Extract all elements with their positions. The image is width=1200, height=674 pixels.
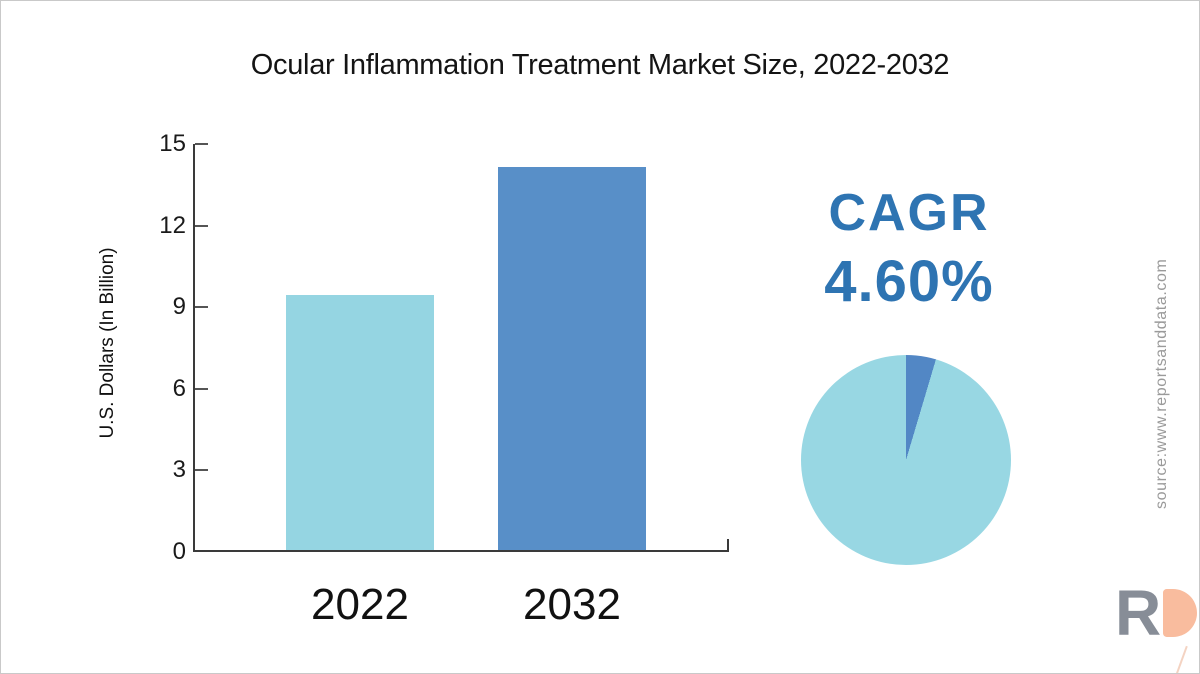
logo-letter-d-shape <box>1163 589 1198 637</box>
y-tick-mark <box>195 143 208 145</box>
source-attribution: source:www.reportsanddata.com <box>1153 258 1170 509</box>
cagr-value: 4.60% <box>824 249 994 314</box>
logo-letter-r: R <box>1115 577 1162 649</box>
x-category-label: 2032 <box>523 580 621 629</box>
x-category-label: 2022 <box>311 580 409 629</box>
cagr-pie-chart <box>801 355 1011 565</box>
y-tick-mark <box>195 469 208 472</box>
bar-2032 <box>498 167 646 551</box>
y-tick-label: 9 <box>172 293 186 321</box>
y-tick-label: 12 <box>159 211 186 239</box>
y-tick-mark <box>195 387 208 390</box>
bar-chart-plot-area <box>193 144 729 552</box>
x-axis-line <box>193 550 729 552</box>
y-tick-label: 3 <box>172 456 186 484</box>
cagr-label: CAGR <box>828 184 990 242</box>
bar-2022 <box>286 295 434 551</box>
y-axis-line <box>193 144 195 552</box>
y-axis-label: U.S. Dollars (In Billion) <box>97 247 118 439</box>
y-tick-mark <box>195 224 208 227</box>
chart-title: Ocular Inflammation Treatment Market Siz… <box>250 49 950 81</box>
y-tick-mark <box>195 306 208 309</box>
x-axis-end-tick <box>727 539 729 552</box>
cagr-block: CAGR 4.60% <box>789 187 1029 311</box>
logo-accent-line <box>1172 645 1188 673</box>
y-tick-label: 0 <box>172 538 186 565</box>
reportsanddata-logo: R <box>1115 577 1198 649</box>
y-tick-label: 15 <box>159 130 186 157</box>
y-tick-label: 6 <box>172 374 186 402</box>
